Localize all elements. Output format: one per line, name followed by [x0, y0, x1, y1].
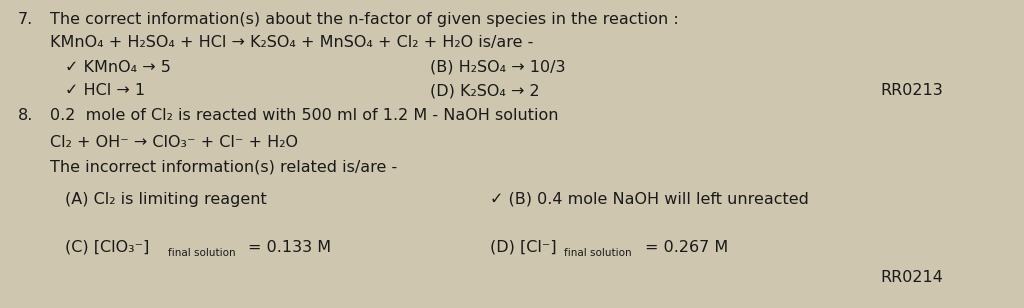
Text: 0.2  mole of Cl₂ is reacted with 500 ml of 1.2 M - NaOH solution: 0.2 mole of Cl₂ is reacted with 500 ml o…	[50, 108, 558, 123]
Text: final solution: final solution	[168, 248, 236, 258]
Text: (B) H₂SO₄ → 10/3: (B) H₂SO₄ → 10/3	[430, 60, 565, 75]
Text: RR0213: RR0213	[880, 83, 943, 98]
Text: KMnO₄ + H₂SO₄ + HCl → K₂SO₄ + MnSO₄ + Cl₂ + H₂O is/are -: KMnO₄ + H₂SO₄ + HCl → K₂SO₄ + MnSO₄ + Cl…	[50, 35, 534, 50]
Text: (D) K₂SO₄ → 2: (D) K₂SO₄ → 2	[430, 83, 540, 98]
Text: ✓ KMnO₄ → 5: ✓ KMnO₄ → 5	[65, 60, 171, 75]
Text: ✓ HCl → 1: ✓ HCl → 1	[65, 83, 145, 98]
Text: = 0.267 M: = 0.267 M	[645, 240, 728, 255]
Text: RR0214: RR0214	[880, 270, 943, 285]
Text: final solution: final solution	[564, 248, 632, 258]
Text: 8.: 8.	[18, 108, 34, 123]
Text: The incorrect information(s) related is/are -: The incorrect information(s) related is/…	[50, 160, 397, 175]
Text: (D) [Cl⁻]: (D) [Cl⁻]	[490, 240, 557, 255]
Text: The correct information(s) about the n-factor of given species in the reaction :: The correct information(s) about the n-f…	[50, 12, 679, 27]
Text: ✓ (B) 0.4 mole NaOH will left unreacted: ✓ (B) 0.4 mole NaOH will left unreacted	[490, 192, 809, 207]
Text: 7.: 7.	[18, 12, 33, 27]
Text: = 0.133 M: = 0.133 M	[248, 240, 331, 255]
Text: (A) Cl₂ is limiting reagent: (A) Cl₂ is limiting reagent	[65, 192, 266, 207]
Text: Cl₂ + OH⁻ → ClO₃⁻ + Cl⁻ + H₂O: Cl₂ + OH⁻ → ClO₃⁻ + Cl⁻ + H₂O	[50, 135, 298, 150]
Text: (C) [ClO₃⁻]: (C) [ClO₃⁻]	[65, 240, 150, 255]
